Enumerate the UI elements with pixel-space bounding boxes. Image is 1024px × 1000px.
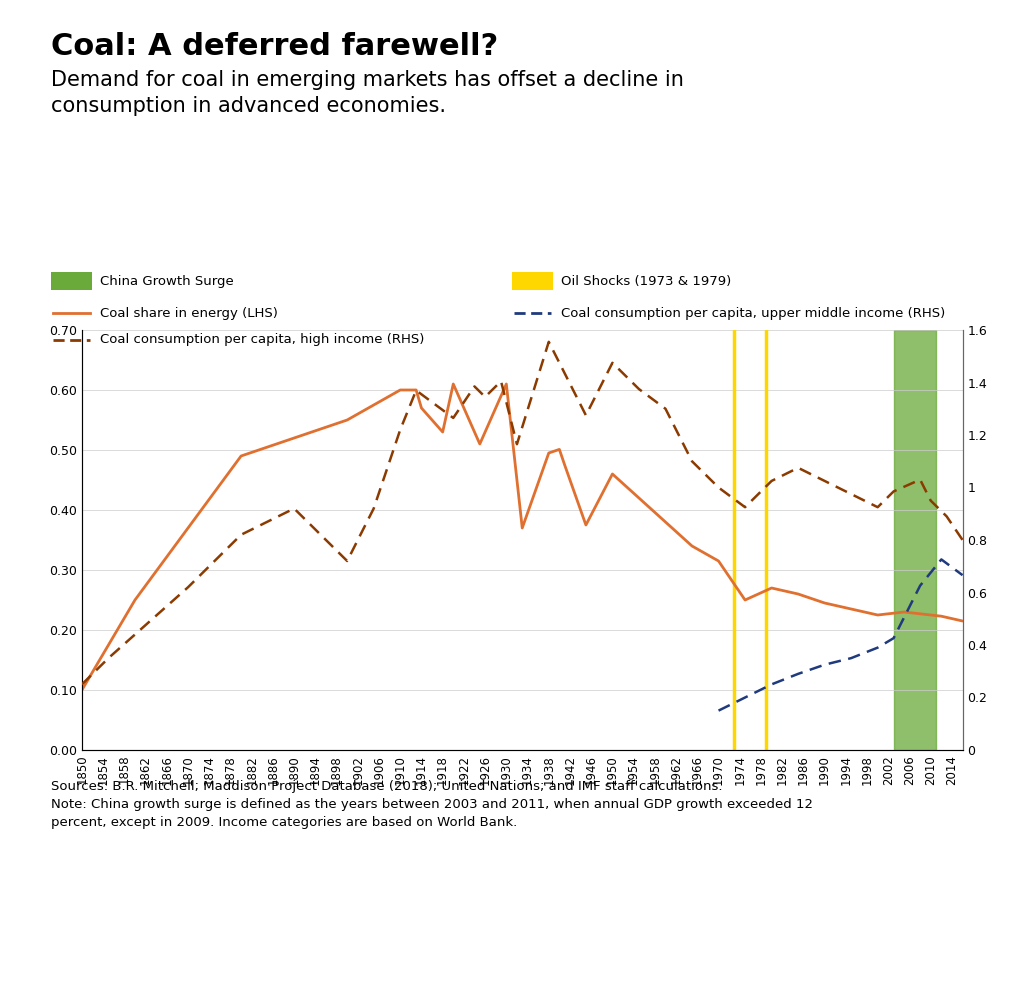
Text: Demand for coal in emerging markets has offset a decline in
consumption in advan: Demand for coal in emerging markets has … xyxy=(51,70,684,116)
Text: Coal consumption per capita, high income (RHS): Coal consumption per capita, high income… xyxy=(100,334,425,347)
Bar xyxy=(894,330,936,750)
Text: INTERNATIONAL MONETARY FUND: INTERNATIONAL MONETARY FUND xyxy=(327,946,697,964)
Text: Coal: A deferred farewell?: Coal: A deferred farewell? xyxy=(51,32,499,61)
Text: Oil Shocks (1973 & 1979): Oil Shocks (1973 & 1979) xyxy=(561,274,731,288)
Text: Coal share in energy (LHS): Coal share in energy (LHS) xyxy=(100,306,279,320)
FancyBboxPatch shape xyxy=(512,272,553,290)
FancyBboxPatch shape xyxy=(51,272,92,290)
Text: Coal consumption per capita, upper middle income (RHS): Coal consumption per capita, upper middl… xyxy=(561,306,945,320)
Text: Sources: B.R. Mitchell; Maddison Project Database (2018); United Nations; and IM: Sources: B.R. Mitchell; Maddison Project… xyxy=(51,780,813,829)
Text: China Growth Surge: China Growth Surge xyxy=(100,274,234,288)
